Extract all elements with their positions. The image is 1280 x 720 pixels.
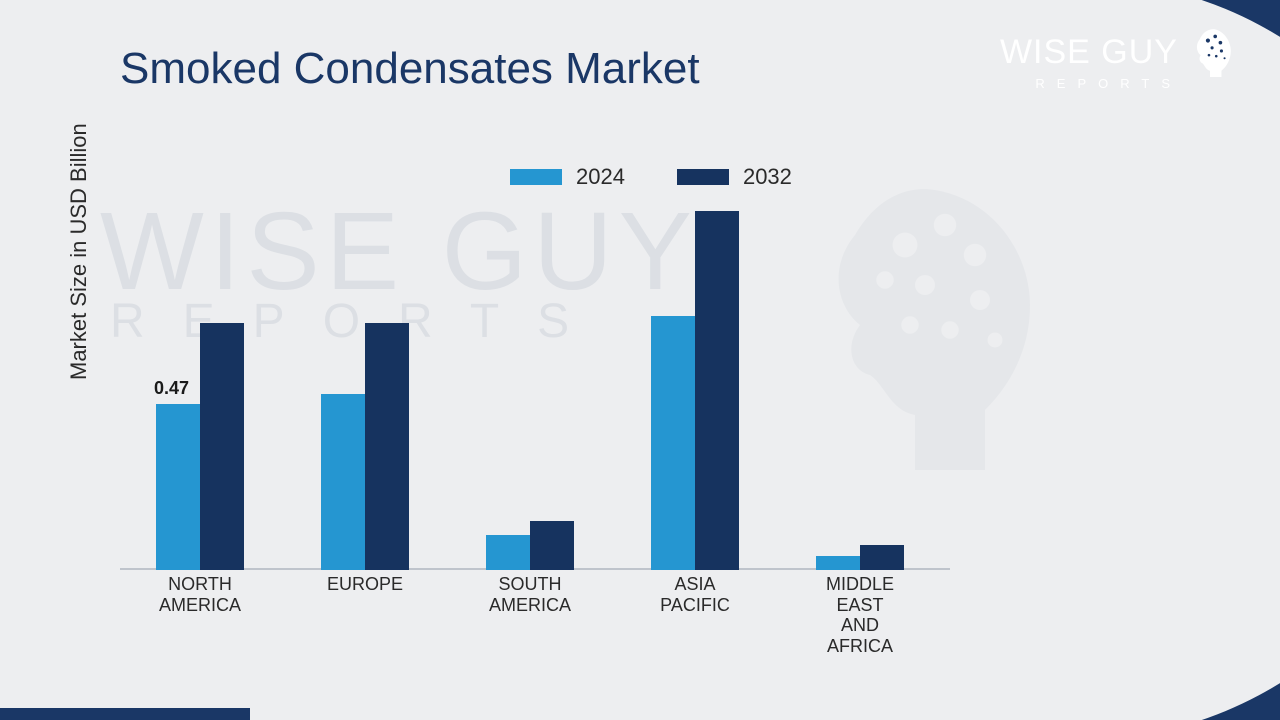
legend-swatch-2024 bbox=[510, 169, 562, 185]
brand-logo: WISE GUY REPORTS bbox=[1000, 26, 1236, 91]
bar-2024 bbox=[486, 535, 530, 570]
bar-2032 bbox=[365, 323, 409, 570]
footer-accent-bar bbox=[0, 708, 250, 720]
x-axis-label: SOUTH AMERICA bbox=[460, 574, 600, 615]
bar-2032 bbox=[695, 211, 739, 570]
x-axis-label: NORTH AMERICA bbox=[130, 574, 270, 615]
legend-label-2032: 2032 bbox=[743, 164, 792, 190]
brand-head-icon bbox=[1184, 26, 1236, 78]
bar-value-label: 0.47 bbox=[154, 378, 189, 399]
bar-2024 bbox=[651, 316, 695, 570]
bar-group bbox=[470, 521, 590, 570]
bar-group bbox=[140, 323, 260, 570]
bar-2032 bbox=[860, 545, 904, 570]
bar-2024 bbox=[321, 394, 365, 570]
bar-group bbox=[635, 211, 755, 570]
bar-group bbox=[305, 323, 425, 570]
legend: 2024 2032 bbox=[510, 164, 792, 190]
bar-group bbox=[800, 545, 920, 570]
legend-swatch-2032 bbox=[677, 169, 729, 185]
legend-item-2032: 2032 bbox=[677, 164, 792, 190]
brand-sub-text: REPORTS bbox=[1000, 76, 1236, 91]
bar-2024 bbox=[816, 556, 860, 570]
page-root: WISE GUY REPORTS Smoked Condensates Mark… bbox=[0, 0, 1280, 720]
brand-main-text: WISE GUY bbox=[1000, 33, 1178, 72]
bar-2024 bbox=[156, 404, 200, 570]
chart-title: Smoked Condensates Market bbox=[120, 44, 700, 94]
legend-item-2024: 2024 bbox=[510, 164, 625, 190]
bar-chart bbox=[120, 200, 950, 570]
x-axis-label: EUROPE bbox=[295, 574, 435, 595]
bar-2032 bbox=[530, 521, 574, 570]
x-axis-label: MIDDLE EAST AND AFRICA bbox=[790, 574, 930, 657]
x-axis-label: ASIA PACIFIC bbox=[625, 574, 765, 615]
y-axis-label: Market Size in USD Billion bbox=[66, 123, 92, 380]
bar-2032 bbox=[200, 323, 244, 570]
legend-label-2024: 2024 bbox=[576, 164, 625, 190]
